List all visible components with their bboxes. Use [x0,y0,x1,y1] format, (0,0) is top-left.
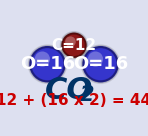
Text: O=16: O=16 [20,55,75,73]
Text: 2: 2 [80,85,94,105]
Circle shape [88,51,103,67]
Text: C=12: C=12 [52,38,96,53]
Circle shape [61,33,87,58]
Text: O=16: O=16 [73,55,128,73]
Text: 12 + (16 x 2) = 44: 12 + (16 x 2) = 44 [0,93,148,108]
Circle shape [29,46,66,82]
Circle shape [35,51,50,67]
Circle shape [82,46,119,82]
Text: CO: CO [45,76,94,105]
Circle shape [65,36,76,47]
